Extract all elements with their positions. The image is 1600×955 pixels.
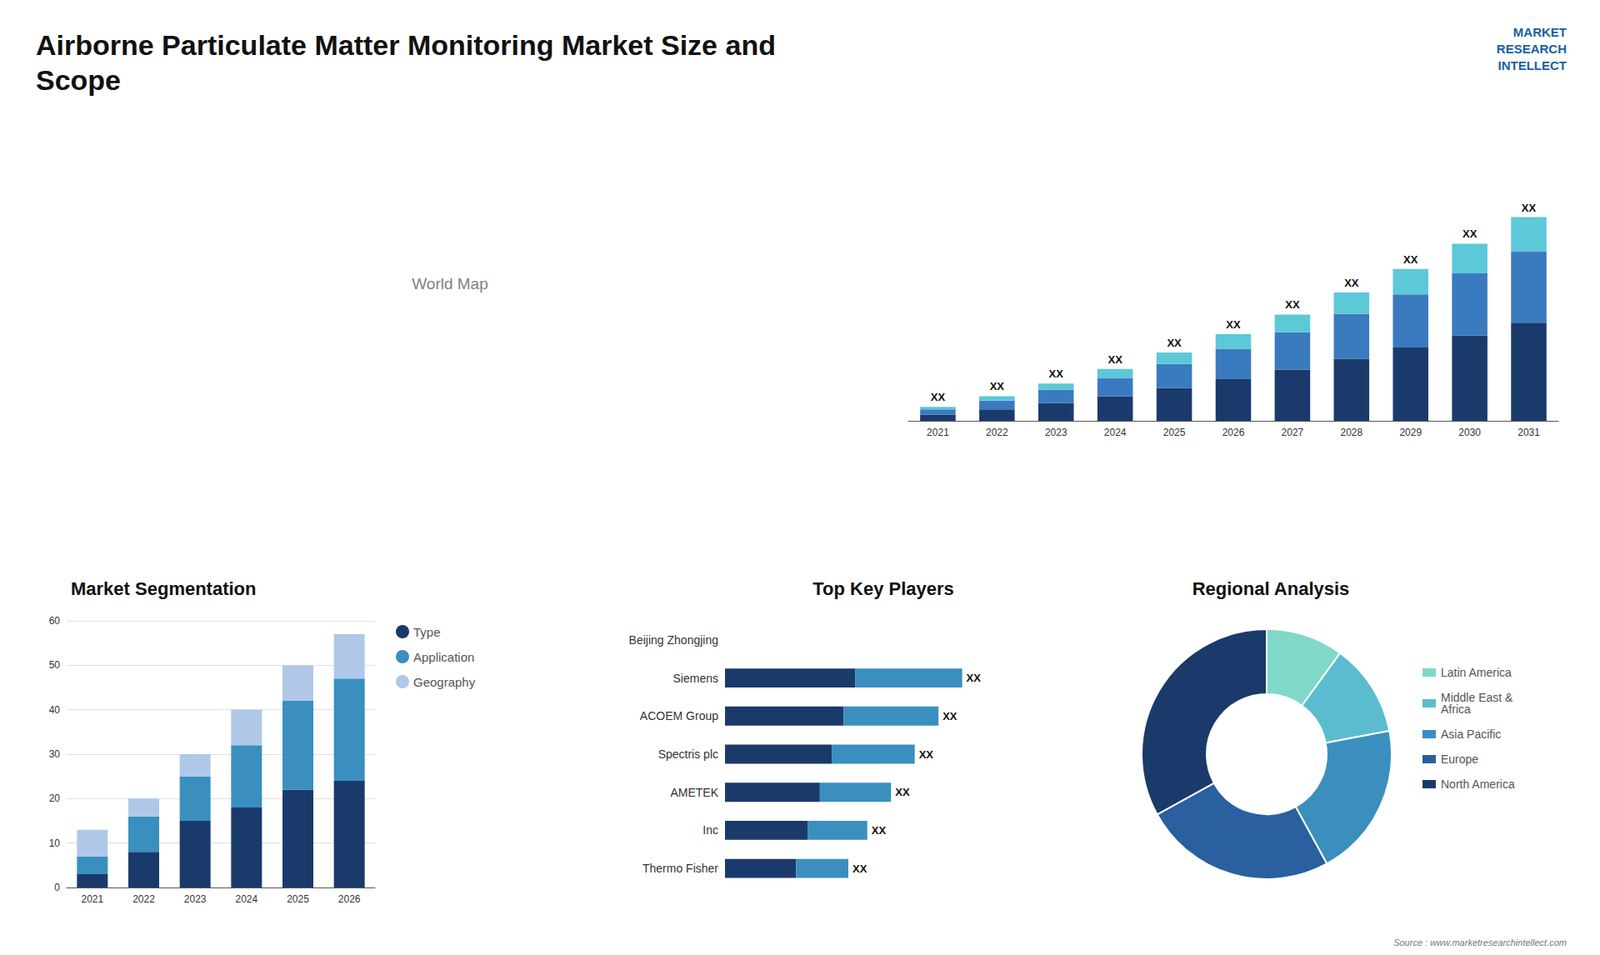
svg-text:40: 40	[49, 704, 61, 716]
svg-text:2027: 2027	[1281, 426, 1305, 439]
svg-text:Siemens: Siemens	[673, 671, 719, 685]
svg-text:Africa: Africa	[1440, 702, 1471, 716]
svg-text:Airborne Particulate Matter Mo: Airborne Particulate Matter Monitoring M…	[35, 29, 776, 61]
svg-text:2023: 2023	[184, 893, 207, 905]
svg-text:2021: 2021	[80, 893, 104, 905]
svg-text:Market Segmentation: Market Segmentation	[70, 578, 257, 600]
svg-text:2026: 2026	[1222, 426, 1245, 439]
svg-text:XX: XX	[966, 671, 982, 685]
svg-text:XX: XX	[852, 862, 868, 875]
svg-text:60: 60	[49, 615, 61, 627]
svg-text:2021: 2021	[926, 426, 950, 439]
svg-text:Inc: Inc	[702, 823, 719, 837]
svg-text:Europe: Europe	[1440, 752, 1479, 766]
svg-text:2025: 2025	[286, 893, 310, 905]
svg-text:XX: XX	[1166, 336, 1182, 350]
svg-text:North America: North America	[1440, 777, 1515, 791]
svg-text:Application: Application	[413, 650, 475, 665]
svg-text:30: 30	[49, 748, 61, 760]
svg-text:10: 10	[49, 837, 61, 850]
svg-text:XX: XX	[895, 785, 910, 799]
svg-text:XX: XX	[1521, 201, 1537, 215]
svg-text:Top Key Players: Top Key Players	[812, 578, 955, 600]
svg-text:2024: 2024	[1104, 426, 1127, 439]
svg-text:Spectris plc: Spectris plc	[658, 747, 719, 761]
svg-text:XX: XX	[919, 748, 935, 761]
svg-text:XX: XX	[1285, 298, 1300, 311]
svg-text:XX: XX	[1344, 276, 1360, 290]
svg-text:XX: XX	[942, 710, 958, 723]
svg-text:2026: 2026	[338, 893, 361, 905]
svg-text:Source : www.marketresearchint: Source : www.marketresearchintellect.com	[1393, 937, 1567, 948]
svg-text:INTELLECT: INTELLECT	[1498, 58, 1568, 73]
svg-text:AMETEK: AMETEK	[670, 785, 719, 800]
svg-text:Thermo Fisher: Thermo Fisher	[642, 861, 719, 875]
svg-text:2029: 2029	[1399, 426, 1422, 439]
svg-text:2022: 2022	[132, 893, 155, 905]
svg-text:Middle East &: Middle East &	[1440, 690, 1513, 705]
svg-text:Type: Type	[413, 625, 441, 640]
svg-text:XX: XX	[871, 824, 887, 837]
svg-text:MARKET: MARKET	[1513, 25, 1567, 40]
svg-text:50: 50	[49, 659, 61, 671]
svg-text:2031: 2031	[1517, 426, 1540, 439]
svg-text:XX: XX	[1225, 318, 1241, 331]
svg-text:20: 20	[49, 792, 61, 805]
svg-text:XX: XX	[1403, 253, 1419, 266]
svg-text:XX: XX	[1462, 227, 1478, 240]
svg-text:XX: XX	[990, 380, 1005, 393]
svg-text:Regional Analysis: Regional Analysis	[1192, 578, 1350, 600]
svg-text:2028: 2028	[1340, 426, 1363, 439]
svg-text:XX: XX	[930, 390, 946, 404]
svg-text:0: 0	[54, 881, 60, 894]
svg-text:2030: 2030	[1458, 426, 1481, 439]
svg-text:2023: 2023	[1045, 426, 1068, 439]
svg-text:2025: 2025	[1163, 426, 1186, 439]
svg-text:RESEARCH: RESEARCH	[1496, 41, 1567, 56]
svg-text:Beijing Zhongjing: Beijing Zhongjing	[629, 633, 719, 647]
svg-text:XX: XX	[1049, 367, 1065, 380]
svg-text:2022: 2022	[985, 426, 1009, 439]
svg-text:2024: 2024	[235, 893, 258, 905]
svg-text:ACOEM Group: ACOEM Group	[640, 709, 719, 723]
svg-text:Asia Pacific: Asia Pacific	[1440, 727, 1501, 741]
svg-text:Scope: Scope	[35, 64, 121, 96]
svg-text:Geography: Geography	[413, 675, 476, 690]
svg-text:Latin America: Latin America	[1440, 665, 1512, 680]
svg-text:World Map: World Map	[411, 275, 489, 293]
svg-text:XX: XX	[1108, 353, 1124, 366]
